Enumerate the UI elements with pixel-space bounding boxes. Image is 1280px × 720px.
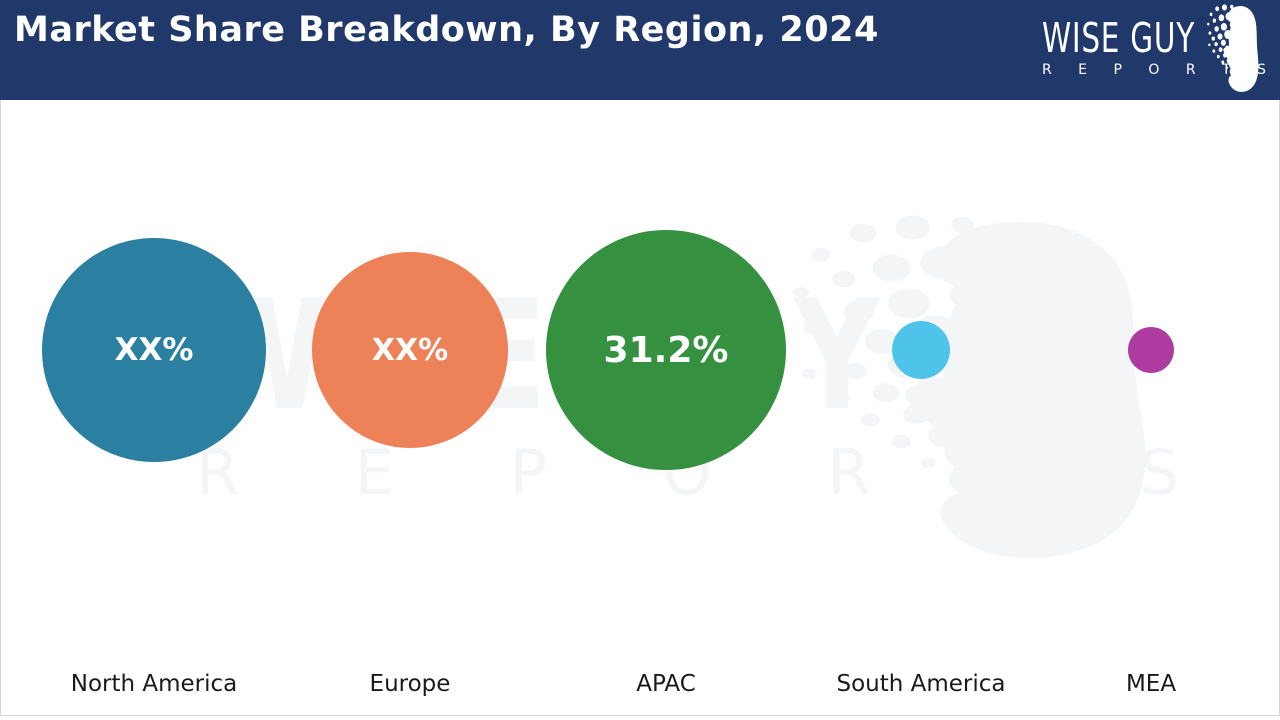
bubble-europe: XX% bbox=[312, 252, 508, 448]
bubble-mea bbox=[1128, 327, 1174, 373]
brand-logo-wordmark: WISE GUY bbox=[1042, 14, 1195, 62]
bubble-south-america bbox=[892, 321, 950, 379]
brand-logo: WISE GUY R E P O R T S bbox=[1042, 14, 1277, 78]
bubble-north-america: XX% bbox=[42, 238, 266, 462]
category-label-apac: APAC bbox=[636, 671, 696, 697]
page-title: Market Share Breakdown, By Region, 2024 bbox=[14, 10, 879, 50]
category-label-north-america: North America bbox=[70, 671, 238, 697]
brand-logo-subtext: R E P O R T S bbox=[1042, 62, 1277, 78]
category-label-south-america: South America bbox=[836, 671, 1006, 697]
category-label-mea: MEA bbox=[1125, 671, 1177, 697]
bubble-apac: 31.2% bbox=[546, 230, 786, 470]
brand-head-icon bbox=[1206, 4, 1262, 98]
bubble-value-label: XX% bbox=[371, 332, 449, 368]
bubble-value-label: 31.2% bbox=[603, 329, 729, 371]
bubble-value-label: XX% bbox=[114, 332, 194, 368]
category-label-europe: Europe bbox=[369, 671, 451, 697]
header-bar: Market Share Breakdown, By Region, 2024 … bbox=[0, 0, 1280, 100]
watermark-head-icon bbox=[786, 214, 1170, 570]
